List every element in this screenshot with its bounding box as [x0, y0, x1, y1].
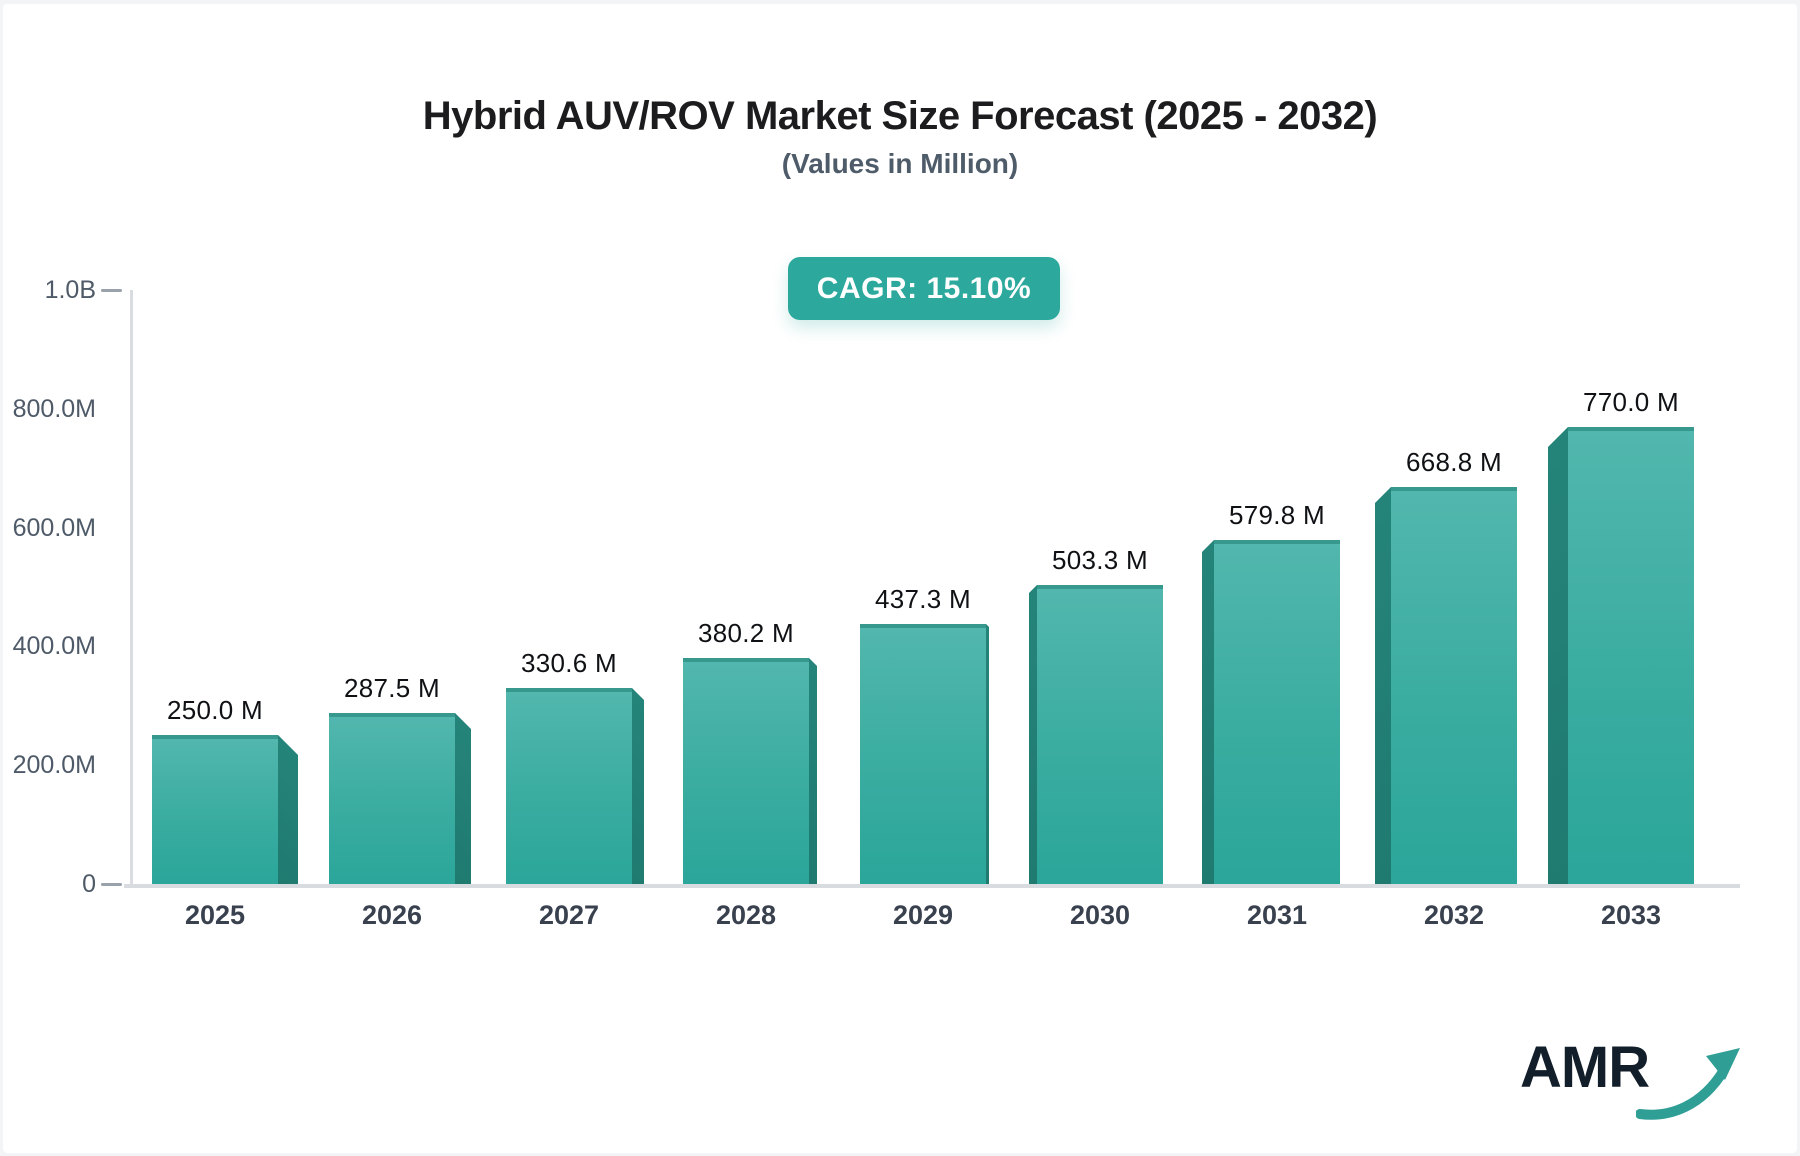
y-axis-tick-label: 200.0M — [12, 751, 96, 780]
bar-front-face — [1568, 427, 1694, 884]
bar-front-face — [506, 688, 632, 884]
x-axis-label: 2030 — [1069, 900, 1131, 930]
bar-side-face — [1029, 585, 1037, 884]
y-axis-tick-mark — [101, 883, 122, 886]
y-axis-tick-label: 400.0M — [12, 632, 96, 661]
bar-side-face — [986, 624, 989, 884]
bar-front-face — [152, 735, 278, 884]
bar-value-label: 668.8 M — [1405, 447, 1503, 477]
brand-logo: AMR — [1520, 1028, 1740, 1120]
x-axis-label: 2029 — [892, 900, 954, 930]
bar-2029 — [860, 624, 989, 884]
bar-value-label: 437.3 M — [874, 584, 972, 614]
growth-arrow-icon — [1636, 1048, 1740, 1120]
bar-2026 — [329, 713, 471, 884]
bar-2032 — [1375, 487, 1517, 884]
bar-front-face — [1037, 585, 1163, 884]
y-axis-tick-mark — [101, 289, 122, 292]
bar-2028 — [683, 658, 817, 884]
bar-front-face — [1214, 540, 1340, 884]
bar-side-face — [632, 688, 644, 884]
brand-logo-text: AMR — [1520, 1035, 1650, 1100]
y-axis-tick-label: 0 — [82, 870, 96, 898]
bar-side-face — [809, 658, 817, 884]
bar-2025 — [152, 735, 298, 884]
bar-value-label: 330.6 M — [520, 648, 618, 678]
y-axis-tick-label: 1.0B — [44, 276, 96, 304]
y-axis-tick-label: 800.0M — [12, 394, 96, 423]
bar-side-face — [1375, 487, 1391, 884]
bar-2030 — [1029, 585, 1163, 884]
x-axis-label: 2027 — [538, 900, 600, 930]
cagr-badge-label: CAGR: 15.10% — [816, 271, 1032, 305]
chart-title: Hybrid AUV/ROV Market Size Forecast (202… — [422, 94, 1378, 138]
bar-side-face — [1548, 427, 1568, 884]
x-axis-label: 2033 — [1600, 900, 1662, 930]
y-axis-line — [130, 290, 133, 885]
x-axis-label: 2028 — [715, 900, 777, 930]
bar-value-label: 579.8 M — [1228, 500, 1326, 530]
bar-front-face — [1391, 487, 1517, 884]
bar-front-face — [329, 713, 455, 884]
bar-2031 — [1202, 540, 1340, 884]
cagr-badge: CAGR: 15.10% — [788, 257, 1060, 320]
bar-2033 — [1548, 427, 1694, 884]
bar-side-face — [278, 735, 298, 884]
bar-2027 — [506, 688, 644, 884]
x-axis-baseline — [124, 884, 1740, 888]
y-axis-tick-label: 600.0M — [12, 513, 96, 542]
bar-side-face — [455, 713, 471, 884]
bar-value-label: 380.2 M — [697, 618, 795, 648]
bar-front-face — [683, 658, 809, 884]
bar-value-label: 250.0 M — [166, 695, 264, 725]
x-axis-label: 2032 — [1423, 900, 1485, 930]
x-axis-label: 2025 — [184, 900, 246, 930]
bar-value-label: 287.5 M — [343, 673, 441, 703]
bar-value-label: 503.3 M — [1051, 545, 1149, 575]
bar-value-label: 770.0 M — [1582, 387, 1680, 417]
x-axis-label: 2026 — [361, 900, 423, 930]
x-axis-label: 2031 — [1246, 900, 1308, 930]
bar-front-face — [860, 624, 986, 884]
chart-subtitle: (Values in Million) — [781, 148, 1019, 179]
bar-side-face — [1202, 540, 1214, 884]
